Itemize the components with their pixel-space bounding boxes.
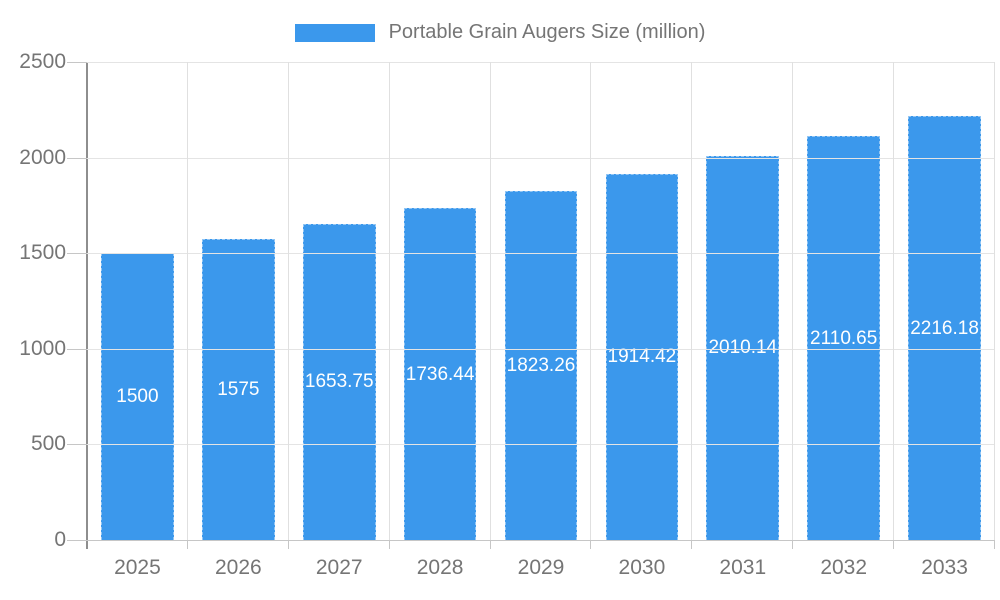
x-tick-label: 2027 — [315, 556, 363, 579]
bar-slot: 2110.65 — [793, 62, 894, 540]
bar-2033: 2216.18 — [908, 116, 981, 540]
bar-slot: 1500 — [87, 62, 188, 540]
x-tick-label: 2032 — [820, 556, 868, 579]
x-axis-tick — [287, 540, 289, 549]
bar-value-label: 2010.14 — [708, 337, 778, 359]
bar-slot: 1914.42 — [591, 62, 692, 540]
legend-label: Portable Grain Augers Size (million) — [388, 21, 706, 43]
y-tick-label: 500 — [30, 432, 66, 456]
bar-value-label: 2110.65 — [810, 327, 878, 349]
x-axis-tick — [893, 540, 895, 549]
bar-value-label: 1914.42 — [607, 346, 677, 368]
x-axis-tick-labels: 2025 2026 2027 2028 2029 2030 2031 2032 2033 — [87, 556, 995, 580]
y-tick-label: 1000 — [19, 336, 66, 360]
bar-value-label: 1653.75 — [304, 371, 374, 393]
bar-series: 1500 1575 1653.75 1736.44 1823.26 1914.42 2010… — [87, 62, 995, 540]
x-tick-label: 2030 — [618, 556, 666, 579]
x-axis-baseline — [87, 540, 995, 541]
x-axis-tick — [691, 540, 693, 549]
y-axis-tick — [67, 444, 87, 446]
grid-line-vertical — [792, 62, 794, 540]
bar-value-label: 1500 — [116, 386, 159, 408]
y-axis-tick — [67, 540, 87, 541]
legend[interactable]: Portable Grain Augers Size (million) — [0, 21, 1000, 44]
bar-value-label: 2216.18 — [910, 317, 979, 339]
x-tick-label: 2029 — [517, 556, 565, 579]
grid-line-vertical — [489, 62, 491, 540]
plot-area: 1500 1575 1653.75 1736.44 1823.26 1914.42 2010… — [67, 62, 995, 549]
y-tick-label: 0 — [54, 528, 66, 551]
grid-line-vertical — [388, 62, 390, 540]
legend-swatch-icon — [294, 23, 375, 42]
grid-line-vertical — [691, 62, 693, 540]
bar-slot: 1575 — [188, 62, 289, 540]
y-tick-label: 2000 — [19, 145, 66, 169]
bar-2030: 1914.42 — [605, 173, 679, 540]
bar-value-label: 1736.44 — [405, 363, 475, 385]
x-tick-label: 2025 — [114, 556, 161, 579]
x-axis-tick — [590, 540, 592, 549]
bar-2028: 1736.44 — [403, 208, 477, 540]
bar-slot: 1736.44 — [390, 62, 491, 540]
y-axis-tick — [67, 62, 87, 63]
x-tick-label: 2033 — [921, 556, 968, 579]
x-tick-label: 2031 — [719, 556, 767, 579]
grid-line-vertical — [186, 62, 188, 540]
y-tick-label: 1500 — [19, 241, 66, 265]
y-axis-tick — [67, 157, 87, 159]
grid-line-vertical — [287, 62, 289, 540]
y-axis-tick — [67, 253, 87, 255]
grid-line-horizontal — [87, 62, 995, 63]
bar-2025: 1500 — [101, 253, 174, 540]
bar-slot: 2216.18 — [894, 62, 995, 540]
grid-line-horizontal — [87, 444, 995, 446]
x-axis-tick — [489, 540, 491, 549]
grid-line-vertical — [994, 62, 995, 540]
bar-2029: 1823.26 — [504, 191, 578, 540]
grid-line-horizontal — [87, 253, 995, 255]
bar-2032: 2110.65 — [807, 136, 880, 540]
y-axis-tick — [67, 348, 87, 350]
x-axis-tick — [186, 540, 188, 549]
grid-line-vertical — [893, 62, 895, 540]
bar-2026: 1575 — [202, 238, 275, 540]
grid-line-horizontal — [87, 157, 995, 159]
bar-2027: 1653.75 — [302, 223, 376, 540]
y-tick-label: 2500 — [19, 50, 66, 73]
bar-value-label: 1575 — [217, 378, 260, 400]
x-axis-tick — [994, 540, 995, 549]
bar-slot: 2010.14 — [692, 62, 793, 540]
x-axis-tick — [388, 540, 390, 549]
bar-slot: 1653.75 — [289, 62, 390, 540]
y-axis-tick-labels: 0 500 1000 1500 2000 2500 — [0, 50, 66, 551]
x-axis-tick — [792, 540, 794, 549]
bar-slot: 1823.26 — [491, 62, 592, 540]
grid-line-horizontal — [87, 348, 995, 350]
bar-2031: 2010.14 — [706, 155, 780, 540]
x-tick-label: 2028 — [416, 556, 464, 579]
x-tick-label: 2026 — [214, 556, 262, 579]
y-axis-line — [86, 62, 88, 549]
bar-value-label: 1823.26 — [506, 355, 576, 377]
grid-line-vertical — [590, 62, 592, 540]
